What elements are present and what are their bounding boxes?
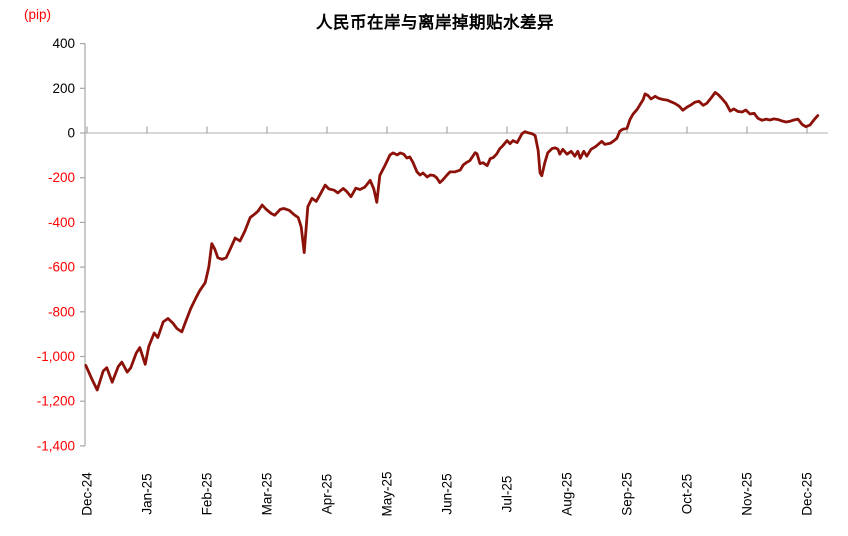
x-axis-tick-label: Aug-25 [560, 472, 575, 516]
x-axis-tick-label: Nov-25 [740, 472, 755, 516]
x-axis-tick-label: Dec-25 [800, 472, 815, 516]
x-axis-tick-label: Sep-25 [620, 472, 635, 516]
x-axis-tick-label: Oct-25 [680, 474, 695, 515]
y-axis-tick-label: -200 [48, 170, 75, 185]
x-axis-tick-label: Mar-25 [260, 473, 275, 516]
x-axis-tick-label: Jan-25 [140, 473, 155, 514]
y-axis-tick-label: 0 [67, 126, 75, 141]
x-axis-tick-label: Apr-25 [320, 474, 335, 515]
y-axis-tick-label: -600 [48, 260, 75, 275]
x-axis-tick-label: Jul-25 [500, 476, 515, 513]
y-axis-tick-label: -1,000 [37, 349, 75, 364]
y-axis-tick-label: -1,200 [37, 394, 75, 409]
y-axis-unit-label: (pip) [24, 7, 52, 22]
series-line [84, 91, 820, 392]
chart-title: 人民币在岸与离岸掉期贴水差异 [316, 14, 554, 32]
y-axis-tick-label: 200 [52, 81, 75, 96]
y-axis-tick-label: -400 [48, 215, 75, 230]
y-axis-tick-label: -800 [48, 304, 75, 319]
x-axis-tick-label: Feb-25 [200, 473, 215, 516]
x-axis-tick-label: Dec-24 [80, 472, 95, 516]
x-axis-tick-label: May-25 [380, 471, 395, 516]
y-axis-tick-label: 400 [52, 36, 75, 51]
x-axis-tick-label: Jun-25 [440, 473, 455, 514]
y-axis-tick-label: -1,400 [37, 438, 75, 453]
